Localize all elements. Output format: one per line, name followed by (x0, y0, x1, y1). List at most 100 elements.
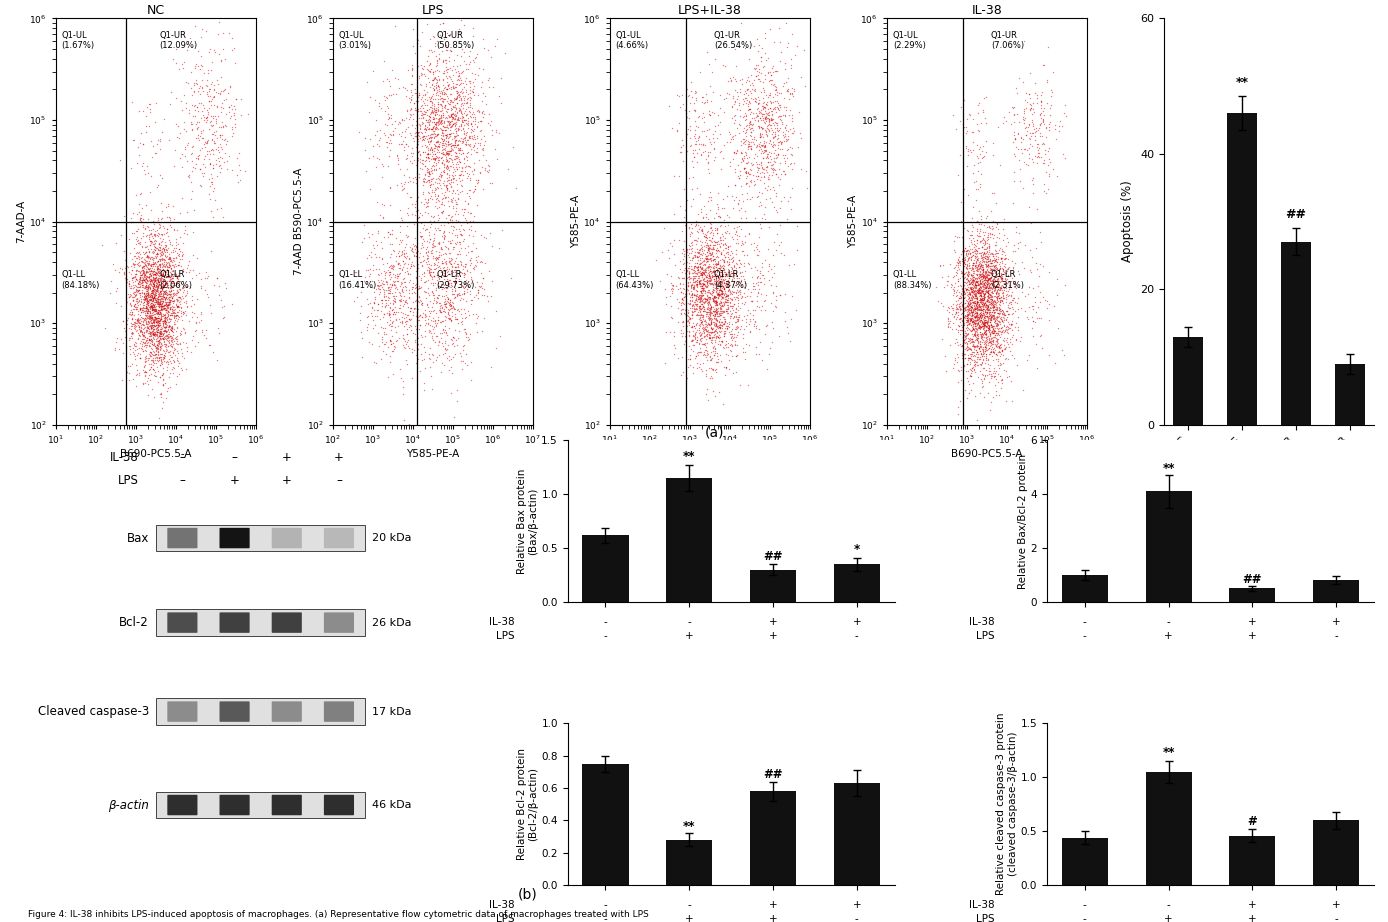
Point (125, 287, 147, 301)
Point (980, 284, 1002, 299)
Point (158, 246, 180, 261)
Point (725, 127, 747, 142)
Point (452, 53, 475, 68)
Point (698, 122, 720, 136)
Point (711, 265, 733, 279)
Point (967, 286, 990, 301)
Point (212, 83, 235, 98)
Point (458, 86, 480, 100)
Point (729, 219, 751, 233)
Point (391, 282, 414, 297)
Point (451, 109, 473, 124)
Point (368, 138, 390, 153)
Point (686, 259, 708, 274)
Point (704, 282, 726, 297)
Point (972, 306, 994, 321)
Point (165, 270, 187, 285)
Point (715, 289, 737, 303)
Point (940, 256, 962, 271)
Point (729, 193, 751, 207)
Point (144, 271, 167, 286)
Point (750, 128, 772, 143)
Point (684, 123, 706, 137)
Point (396, 261, 418, 276)
Point (404, 100, 426, 115)
Point (125, 237, 147, 252)
Point (451, 114, 473, 129)
Point (985, 326, 1008, 341)
Point (984, 313, 1006, 327)
Point (454, 128, 476, 143)
Point (969, 276, 991, 290)
Point (379, 306, 401, 321)
Point (143, 295, 165, 310)
Point (698, 132, 720, 147)
Point (688, 328, 711, 343)
Point (437, 337, 459, 352)
Point (407, 145, 429, 160)
Point (727, 287, 750, 301)
Point (125, 379, 147, 394)
Point (966, 305, 988, 320)
Point (396, 321, 418, 336)
Point (747, 112, 769, 127)
Point (966, 304, 988, 319)
Point (393, 289, 415, 303)
Point (121, 311, 143, 325)
Point (126, 276, 149, 290)
Point (408, 39, 430, 53)
Point (150, 355, 172, 370)
Point (985, 301, 1008, 315)
Point (436, 189, 458, 204)
Point (440, 209, 462, 224)
Point (143, 313, 165, 327)
Point (192, 130, 214, 145)
Point (688, 321, 711, 336)
Point (405, 31, 428, 46)
Point (965, 272, 987, 287)
Point (207, 15, 229, 30)
Point (947, 260, 969, 275)
Point (122, 340, 144, 355)
Point (151, 366, 174, 381)
Point (383, 294, 405, 309)
Point (687, 244, 709, 259)
Point (955, 320, 977, 335)
Point (422, 288, 444, 302)
Point (400, 317, 422, 332)
Point (404, 319, 426, 334)
Point (698, 291, 720, 306)
Point (428, 236, 450, 251)
Point (963, 316, 985, 331)
Point (421, 152, 443, 167)
Point (985, 217, 1008, 231)
Point (142, 333, 164, 348)
Point (396, 248, 418, 263)
Point (430, 155, 452, 170)
Point (706, 355, 729, 370)
Point (745, 289, 768, 303)
Point (967, 286, 990, 301)
Point (687, 225, 709, 240)
Point (965, 297, 987, 312)
Point (401, 282, 423, 297)
Point (150, 326, 172, 341)
Point (956, 124, 979, 138)
Point (963, 339, 985, 354)
Point (444, 134, 466, 148)
Point (965, 278, 987, 292)
Point (756, 65, 779, 80)
Point (960, 314, 983, 329)
Point (959, 288, 981, 302)
Point (450, 173, 472, 188)
Point (151, 347, 174, 361)
Point (451, 207, 473, 222)
Point (434, 256, 457, 271)
Point (705, 266, 727, 281)
Point (393, 180, 415, 195)
Point (393, 275, 415, 290)
Point (439, 27, 461, 41)
Point (960, 274, 983, 289)
Point (952, 305, 974, 320)
Point (672, 97, 694, 112)
